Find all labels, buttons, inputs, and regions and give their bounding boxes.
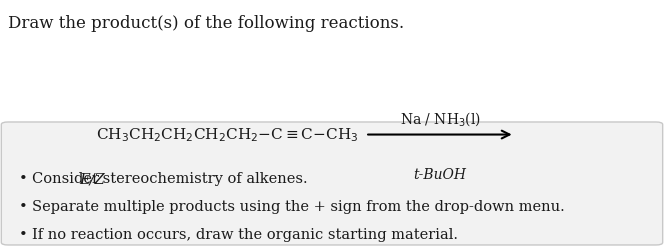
Text: E/Z: E/Z <box>80 172 106 186</box>
Text: If no reaction occurs, draw the organic starting material.: If no reaction occurs, draw the organic … <box>32 227 458 241</box>
Text: Separate multiple products using the + sign from the drop-down menu.: Separate multiple products using the + s… <box>32 199 564 213</box>
FancyBboxPatch shape <box>1 122 663 245</box>
Text: Consider: Consider <box>32 172 104 186</box>
Text: •: • <box>19 172 27 186</box>
Text: •: • <box>19 227 27 241</box>
Text: Draw the product(s) of the following reactions.: Draw the product(s) of the following rea… <box>8 15 404 32</box>
Text: •: • <box>19 199 27 213</box>
Text: stereochemistry of alkenes.: stereochemistry of alkenes. <box>98 172 308 186</box>
Text: t-BuOH: t-BuOH <box>414 168 467 181</box>
Text: CH$_3$CH$_2$CH$_2$CH$_2$CH$_2$$-$C$\equiv$C$-$CH$_3$: CH$_3$CH$_2$CH$_2$CH$_2$CH$_2$$-$C$\equi… <box>96 126 359 144</box>
Text: Na / NH$_3$(l): Na / NH$_3$(l) <box>400 110 481 128</box>
